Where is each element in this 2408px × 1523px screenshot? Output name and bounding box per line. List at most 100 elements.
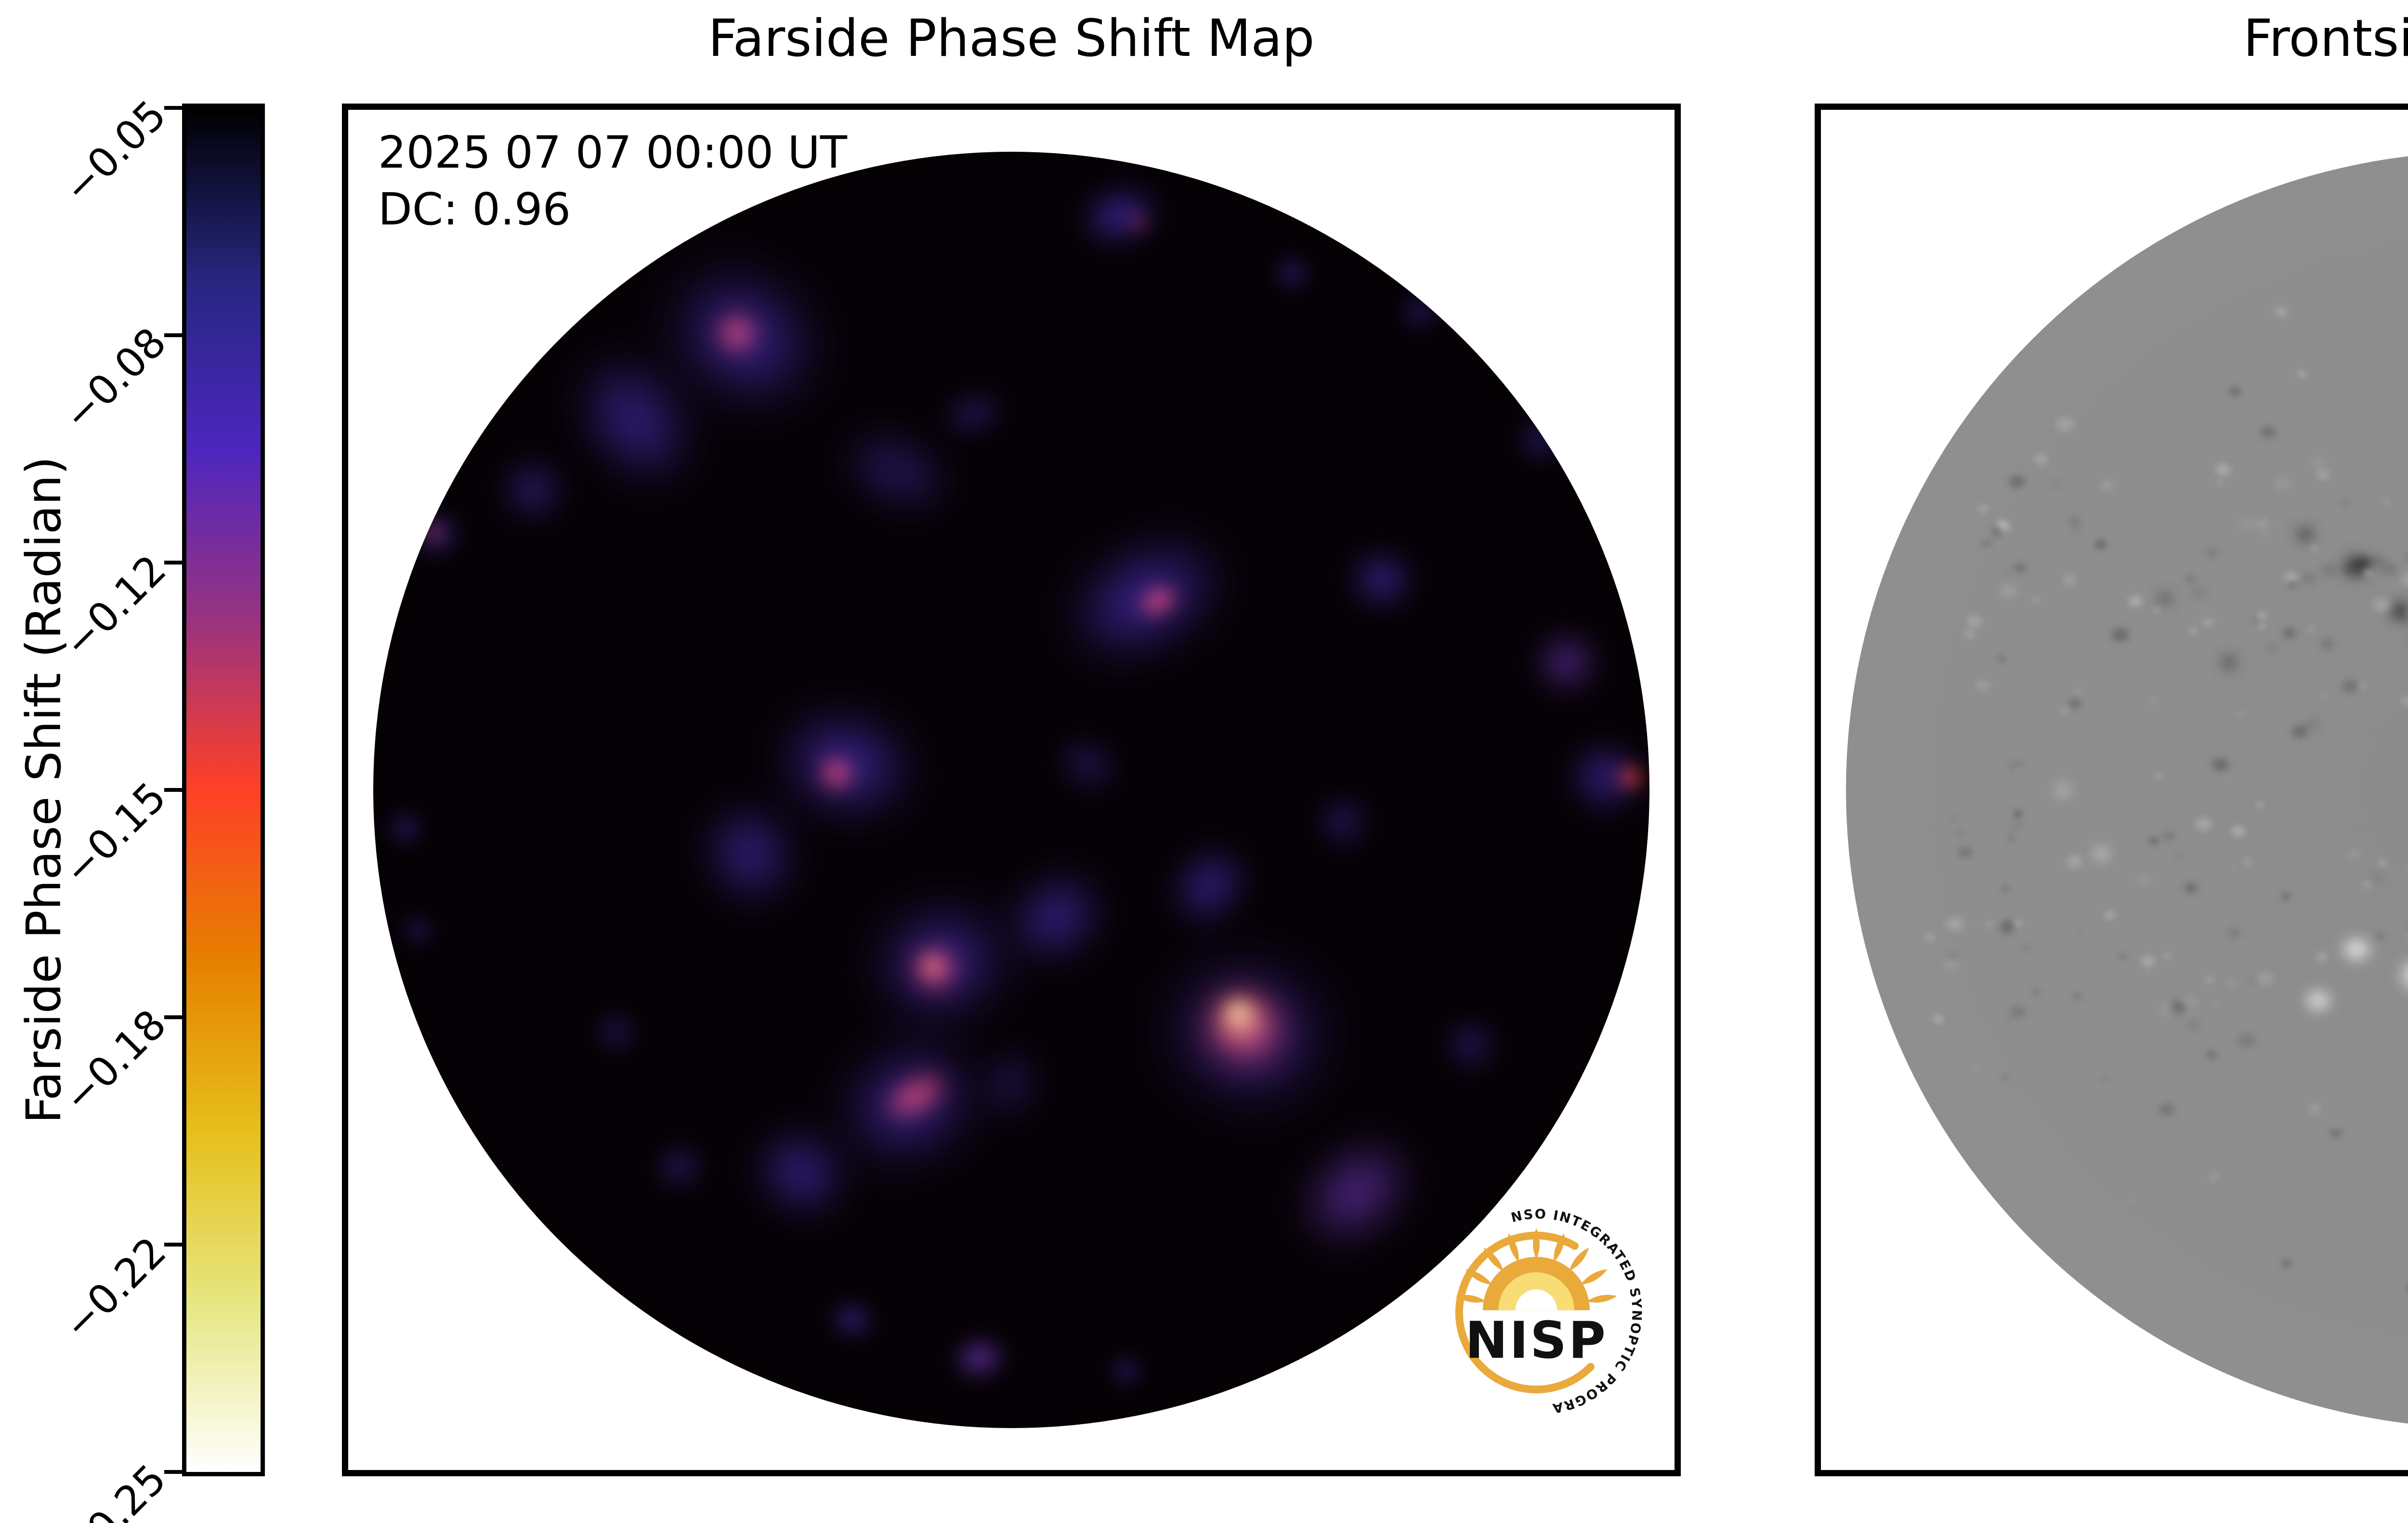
svg-text:NISP: NISP: [1465, 1311, 1607, 1370]
mag-speckle: [2050, 412, 2080, 436]
mag-speckle: [1984, 538, 1994, 547]
mag-speckle: [2030, 595, 2042, 605]
mag-speckle: [2400, 603, 2408, 620]
mag-speckle: [1976, 502, 1991, 515]
mag-speckle: [2375, 858, 2389, 869]
mag-speckle: [2154, 997, 2184, 1021]
mag-speckle: [2254, 609, 2270, 622]
mag-speckle: [2004, 1015, 2015, 1023]
mag-speckle: [2337, 676, 2363, 696]
mag-speckle: [1954, 828, 1967, 839]
mag-speckle: [1930, 1012, 1947, 1025]
phase-blob: [706, 302, 768, 364]
mag-speckle: [2366, 868, 2389, 887]
mag-speckle: [2047, 477, 2065, 491]
phase-blob: [938, 1323, 1021, 1393]
mag-speckle: [2341, 566, 2353, 575]
phase-blob: [1308, 787, 1378, 857]
mag-speckle: [2030, 987, 2043, 998]
mag-speckle: [2218, 654, 2239, 670]
mag-speckle: [1979, 539, 1991, 549]
mag-speckle: [1953, 843, 1977, 862]
mag-speckle: [2163, 997, 2191, 1019]
colorbar: −0.05 −0.08 −0.12 −0.15 −0.18 −0.22 −0.25: [54, 91, 265, 1523]
mag-speckle: [2232, 512, 2261, 536]
mag-speckle: [2308, 543, 2320, 553]
phase-blob: [1509, 407, 1573, 471]
mag-speckle: [2336, 933, 2377, 966]
phase-blob: [647, 1134, 712, 1198]
mag-speckle: [2246, 977, 2257, 986]
mag-speckle: [1994, 579, 2023, 603]
phase-blob: [380, 804, 430, 853]
mag-speckle: [2066, 513, 2083, 527]
mag-speckle: [2300, 986, 2336, 1015]
mag-speckle: [2402, 630, 2408, 649]
mag-speckle: [2253, 800, 2267, 810]
mag-speckle: [2405, 895, 2408, 914]
mag-speckle: [2375, 557, 2403, 580]
mag-speckle: [1940, 912, 1970, 936]
mag-speckle: [2402, 551, 2408, 564]
mag-speckle: [2286, 721, 2313, 743]
mag-speckle: [1994, 519, 2015, 536]
phase-blob: [1104, 1348, 1149, 1393]
mag-speckle: [2008, 558, 2031, 577]
mag-speckle: [2305, 625, 2317, 634]
mag-speckle: [2180, 879, 2202, 897]
mag-speckle: [2238, 854, 2257, 870]
phase-blob: [1031, 711, 1145, 818]
mag-speckle: [2358, 877, 2377, 893]
mag-speckle: [2000, 1075, 2010, 1083]
timestamp-annotation: 2025 07 07 00:00 UT DC: 0.96: [378, 124, 847, 238]
mag-speckle: [2136, 952, 2160, 971]
mag-speckle: [2391, 952, 2408, 998]
phase-blob: [1393, 284, 1447, 338]
mag-speckle: [2208, 1172, 2220, 1182]
mag-speckle: [2014, 766, 2024, 774]
mag-speckle: [1971, 677, 1993, 695]
mag-speckle: [2059, 572, 2080, 588]
mag-speckle: [2009, 820, 2025, 833]
mag-speckle: [1983, 919, 1995, 929]
mag-speckle: [2283, 576, 2302, 591]
mag-speckle: [2382, 499, 2392, 507]
phase-blob: [587, 1003, 645, 1062]
mag-speckle: [2186, 625, 2200, 636]
mag-speckle: [2174, 852, 2185, 860]
mag-speckle: [2146, 834, 2162, 847]
phase-blob: [812, 1283, 891, 1356]
mag-speckle: [2356, 681, 2369, 691]
phase-blob: [395, 908, 441, 953]
mag-speckle: [2360, 566, 2376, 579]
mag-speckle: [2317, 690, 2332, 701]
mag-speckle: [2106, 623, 2135, 647]
colorbar-tick: [164, 788, 186, 792]
mag-speckle: [2215, 479, 2225, 487]
colorbar-gradient: [186, 108, 261, 1472]
mag-speckle: [2232, 1028, 2262, 1053]
mag-speckle: [2251, 967, 2280, 990]
colorbar-tick: [164, 1015, 186, 1019]
mag-speckle: [2225, 383, 2245, 399]
mag-speckle: [1994, 921, 2018, 940]
mag-speckle: [1993, 517, 2010, 531]
phase-blob: [420, 519, 446, 545]
mag-speckle: [2004, 756, 2028, 776]
mag-speckle: [2252, 514, 2274, 532]
mag-speckle: [2278, 891, 2293, 903]
mag-speckle: [1971, 1066, 1980, 1074]
farside-axes: 2025 07 07 00:00 UT DC: 0.96 NISP NSO INT…: [342, 104, 1681, 1476]
mag-speckle: [2153, 1099, 2180, 1120]
mag-speckle: [2072, 687, 2083, 696]
mag-speckle: [1961, 627, 1978, 641]
mag-speckle: [2117, 952, 2128, 961]
mag-speckle: [2054, 783, 2072, 797]
phase-blob: [1338, 539, 1425, 619]
phase-blob: [1267, 247, 1318, 299]
phase-blob: [1610, 757, 1649, 798]
mag-speckle: [2404, 865, 2408, 876]
mag-speckle: [2227, 822, 2250, 840]
